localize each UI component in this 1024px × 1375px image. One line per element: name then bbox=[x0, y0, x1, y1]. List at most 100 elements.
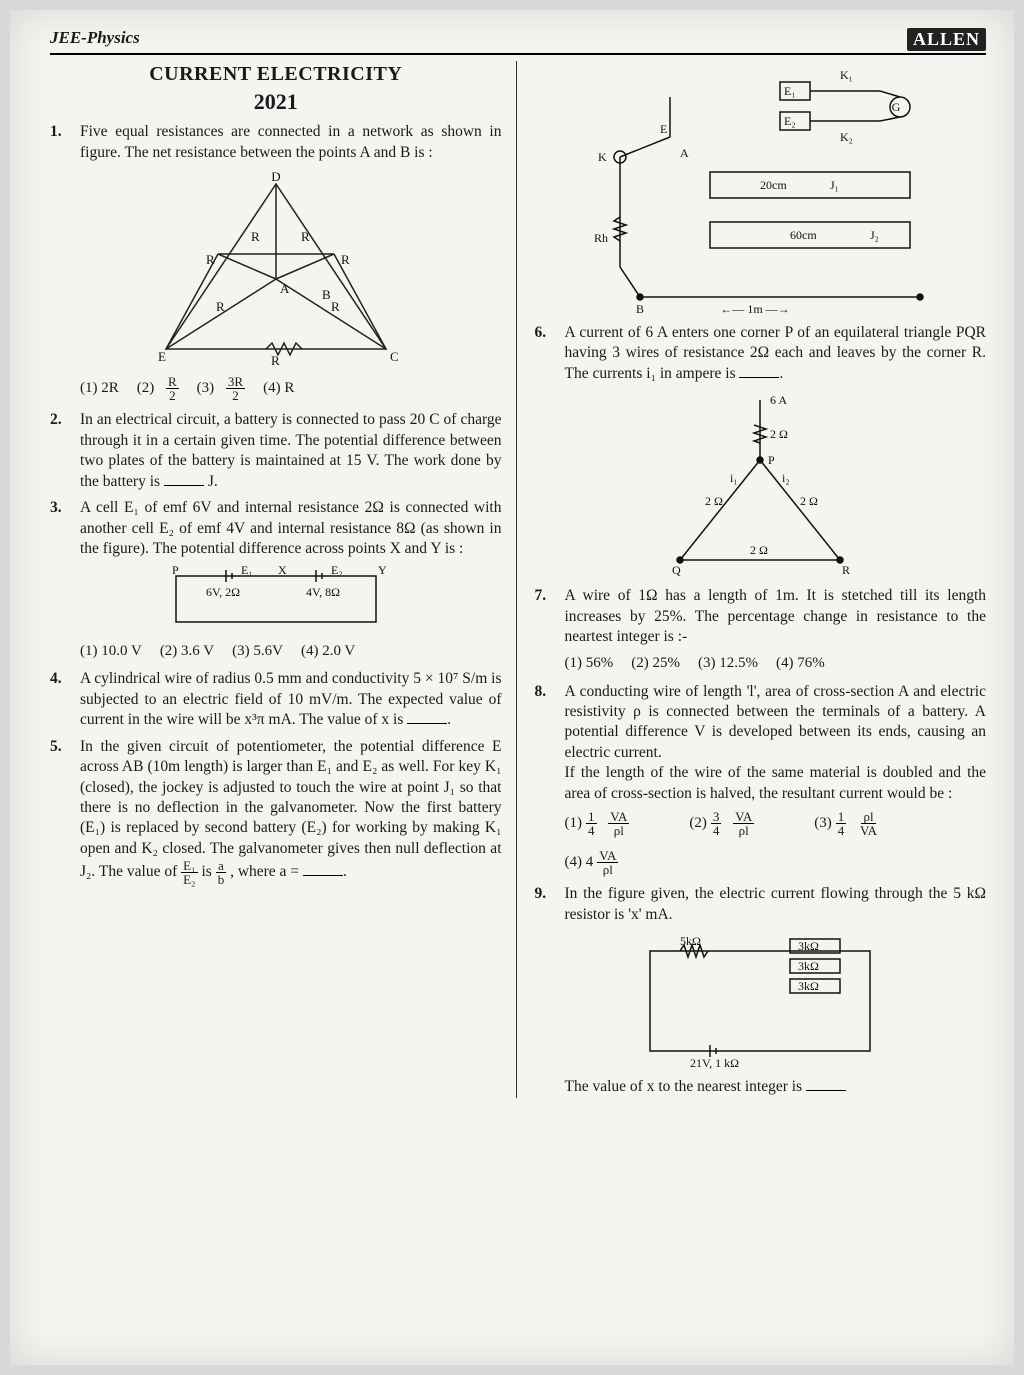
q1-opt2: (2) R2 bbox=[137, 375, 179, 402]
svg-text:G: G bbox=[892, 100, 901, 114]
q7-opt4: (4) 76% bbox=[776, 654, 825, 674]
q9-number: 9. bbox=[535, 884, 565, 925]
page: JEE-Physics ALLEN CURRENT ELECTRICITY 20… bbox=[10, 10, 1014, 1365]
svg-text:P: P bbox=[172, 566, 179, 577]
q3-opt2: (2) 3.6 V bbox=[160, 642, 214, 662]
q8-opt4: (4) 4VAρl bbox=[565, 849, 619, 876]
question-7: 7. A wire of 1Ω has a length of 1m. It i… bbox=[535, 586, 987, 647]
q8-opt1: (1) 14 VAρl bbox=[565, 810, 630, 837]
section-year: 2021 bbox=[50, 87, 502, 116]
svg-text:E₂: E₂ bbox=[331, 566, 343, 577]
svg-text:X: X bbox=[278, 566, 287, 577]
svg-text:C: C bbox=[390, 349, 399, 364]
svg-text:3kΩ: 3kΩ bbox=[798, 979, 819, 993]
page-header: JEE-Physics ALLEN bbox=[50, 28, 986, 55]
q3-opt1: (1) 10.0 V bbox=[80, 642, 142, 662]
svg-text:i₂: i₂ bbox=[782, 471, 790, 485]
q3-text: A cell E₁ of emf 6V and internal resista… bbox=[80, 498, 502, 559]
q5-potentiometer-figure: K E A Rh B G K₁ K₂ E₁ E₂ 20cm 60cm J₁ J₂ bbox=[535, 67, 987, 317]
svg-text:K: K bbox=[598, 150, 607, 164]
svg-text:E₂: E₂ bbox=[784, 114, 796, 128]
svg-text:Rh: Rh bbox=[594, 231, 608, 245]
svg-text:6 A: 6 A bbox=[770, 393, 787, 407]
question-1: 1. Five equal resistances are connected … bbox=[50, 122, 502, 163]
q1-figure: D E C A B R R R R R R R bbox=[50, 169, 502, 369]
q2-blank bbox=[164, 472, 204, 486]
question-2: 2. In an electrical circuit, a battery i… bbox=[50, 410, 502, 492]
q3-circuit: P E₁ X E₂ Y 6V, 2Ω 4V, 8Ω bbox=[50, 566, 502, 636]
section-title: CURRENT ELECTRICITY bbox=[50, 61, 502, 87]
q5-number: 5. bbox=[50, 737, 80, 887]
q2-number: 2. bbox=[50, 410, 80, 492]
svg-text:K₂: K₂ bbox=[840, 130, 853, 144]
svg-text:R: R bbox=[301, 229, 310, 244]
svg-text:B: B bbox=[636, 302, 644, 316]
question-4: 4. A cylindrical wire of radius 0.5 mm a… bbox=[50, 669, 502, 730]
q1-opt3: (3) 3R2 bbox=[197, 375, 245, 402]
q6-number: 6. bbox=[535, 323, 565, 384]
question-8: 8. A conducting wire of length 'l', area… bbox=[535, 682, 987, 805]
svg-text:E₁: E₁ bbox=[241, 566, 253, 577]
q3-opt4: (4) 2.0 V bbox=[301, 642, 355, 662]
svg-text:3kΩ: 3kΩ bbox=[798, 939, 819, 953]
svg-text:R: R bbox=[271, 353, 280, 368]
svg-text:E₁: E₁ bbox=[784, 84, 796, 98]
q3-options: (1) 10.0 V (2) 3.6 V (3) 5.6V (4) 2.0 V bbox=[80, 642, 502, 662]
q8-number: 8. bbox=[535, 682, 565, 805]
q8-opt2: (2) 34 VAρl bbox=[689, 810, 754, 837]
svg-text:B: B bbox=[322, 287, 331, 302]
q1-options: (1) 2R (2) R2 (3) 3R2 (4) R bbox=[80, 375, 502, 402]
q3-number: 3. bbox=[50, 498, 80, 559]
q7-options: (1) 56% (2) 25% (3) 12.5% (4) 76% bbox=[565, 654, 987, 674]
right-column: K E A Rh B G K₁ K₂ E₁ E₂ 20cm 60cm J₁ J₂ bbox=[535, 61, 987, 1098]
svg-text:60cm: 60cm bbox=[790, 228, 817, 242]
q9-text: In the figure given, the electric curren… bbox=[565, 884, 987, 925]
q6-figure: 6 A 2 Ω P Q R 2 Ω 2 Ω 2 Ω i₁ i₂ bbox=[535, 390, 987, 580]
svg-text:Y: Y bbox=[378, 566, 387, 577]
q5-text: In the given circuit of potentiometer, t… bbox=[80, 737, 502, 887]
svg-text:R: R bbox=[206, 252, 215, 267]
q4-number: 4. bbox=[50, 669, 80, 730]
svg-text:J₂: J₂ bbox=[870, 228, 879, 242]
svg-text:2 Ω: 2 Ω bbox=[800, 494, 818, 508]
svg-text:4V, 8Ω: 4V, 8Ω bbox=[306, 585, 340, 599]
svg-text:3kΩ: 3kΩ bbox=[798, 959, 819, 973]
svg-text:R: R bbox=[341, 252, 350, 267]
q8-text: A conducting wire of length 'l', area of… bbox=[565, 682, 987, 805]
svg-text:←— 1m —→: ←— 1m —→ bbox=[721, 302, 790, 316]
subject-label: JEE-Physics bbox=[50, 28, 140, 51]
svg-text:E: E bbox=[158, 349, 166, 364]
svg-text:R: R bbox=[842, 563, 850, 577]
svg-text:D: D bbox=[271, 169, 280, 184]
svg-text:J₁: J₁ bbox=[830, 178, 839, 192]
svg-text:E: E bbox=[660, 122, 667, 136]
q3-opt3: (3) 5.6V bbox=[232, 642, 283, 662]
svg-text:21V, 1 kΩ: 21V, 1 kΩ bbox=[690, 1056, 739, 1070]
svg-text:6V, 2Ω: 6V, 2Ω bbox=[206, 585, 240, 599]
question-6: 6. A current of 6 A enters one corner P … bbox=[535, 323, 987, 384]
q8-opt3: (3) 14 ρlVA bbox=[814, 810, 879, 837]
svg-text:5kΩ: 5kΩ bbox=[680, 934, 701, 948]
q6-text: A current of 6 A enters one corner P of … bbox=[565, 323, 987, 384]
q8-options: (1) 14 VAρl (2) 34 VAρl (3) 14 ρlVA (4) … bbox=[565, 810, 987, 876]
q1-text: Five equal resistances are connected in … bbox=[80, 122, 502, 163]
question-3: 3. A cell E₁ of emf 6V and internal resi… bbox=[50, 498, 502, 559]
brand-badge: ALLEN bbox=[907, 28, 986, 51]
question-9: 9. In the figure given, the electric cur… bbox=[535, 884, 987, 925]
svg-text:Q: Q bbox=[672, 563, 681, 577]
q1-number: 1. bbox=[50, 122, 80, 163]
svg-text:R: R bbox=[331, 299, 340, 314]
question-5: 5. In the given circuit of potentiometer… bbox=[50, 737, 502, 887]
svg-text:A: A bbox=[680, 146, 689, 160]
q7-text: A wire of 1Ω has a length of 1m. It is s… bbox=[565, 586, 987, 647]
q9-circuit: 5kΩ 3kΩ 3kΩ 3kΩ 21V, 1 kΩ bbox=[535, 931, 987, 1071]
q2-text: In an electrical circuit, a battery is c… bbox=[80, 410, 502, 492]
svg-text:K₁: K₁ bbox=[840, 68, 853, 82]
q7-opt3: (3) 12.5% bbox=[698, 654, 758, 674]
svg-text:20cm: 20cm bbox=[760, 178, 787, 192]
q4-text: A cylindrical wire of radius 0.5 mm and … bbox=[80, 669, 502, 730]
svg-text:R: R bbox=[216, 299, 225, 314]
q9-tail: The value of x to the nearest integer is bbox=[565, 1077, 987, 1097]
q7-opt2: (2) 25% bbox=[631, 654, 680, 674]
q1-opt1: (1) 2R bbox=[80, 375, 119, 402]
